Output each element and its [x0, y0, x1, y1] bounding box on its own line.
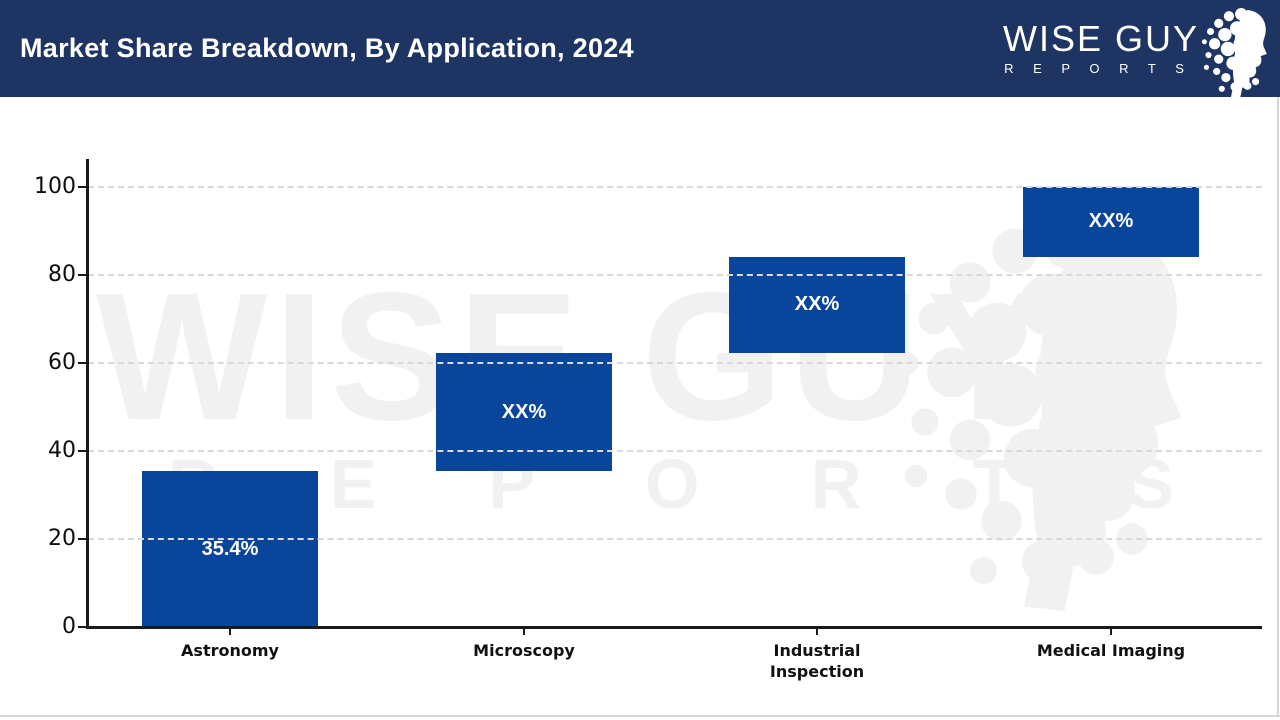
waterfall-bar: XX%: [1023, 187, 1199, 257]
x-tick-mark: [229, 628, 231, 635]
bar-value-label: 35.4%: [201, 537, 259, 560]
x-category-label: Microscopy: [473, 641, 575, 660]
logo-wordmark: WISE GUY: [1003, 18, 1200, 59]
gridline: [88, 450, 1262, 452]
gridline: [88, 362, 1262, 364]
bar-value-label: XX%: [794, 293, 840, 316]
y-tick-mark: [78, 538, 86, 540]
y-tick-label: 0: [62, 614, 76, 639]
bottom-frame-line: [0, 715, 1280, 717]
y-tick-label: 100: [34, 174, 76, 199]
x-tick-mark: [816, 628, 818, 635]
logo-text: WISE GUY R E P O R T S: [1003, 18, 1200, 76]
plot-region: 35.4% XX% XX% XX% 0 20 40 60 80 100 Astronomy Micro…: [0, 97, 1280, 720]
wise-guy-logo: WISE GUY R E P O R T S: [1003, 6, 1268, 98]
chart-area: WISE GUY R E P O R T S 35.4% XX% XX% XX% 0 20…: [0, 97, 1280, 720]
bar-value-label: XX%: [501, 400, 547, 423]
x-tick-mark: [523, 628, 525, 635]
y-axis-line: [86, 159, 89, 629]
logo-face-icon: [1201, 8, 1267, 98]
logo-subtitle: R E P O R T S: [1004, 60, 1192, 76]
y-tick-mark: [78, 274, 86, 276]
bar-value-label: XX%: [1088, 210, 1134, 233]
gridline: [88, 186, 1262, 188]
x-category-label: Medical Imaging: [1036, 641, 1186, 660]
y-tick-mark: [78, 626, 86, 628]
y-tick-label: 80: [48, 262, 76, 287]
y-tick-mark: [78, 186, 86, 188]
y-tick-label: 60: [48, 350, 76, 375]
gridline: [88, 538, 1262, 540]
page-title: Market Share Breakdown, By Application, …: [20, 33, 634, 63]
y-tick-label: 40: [48, 438, 76, 463]
header-bar: Market Share Breakdown, By Application, …: [0, 0, 1280, 98]
y-tick-mark: [78, 450, 86, 452]
x-category-label: Industrial Inspection: [769, 641, 865, 681]
x-axis-line: [86, 626, 1262, 629]
gridline: [88, 274, 1262, 276]
x-category-label: Astronomy: [181, 641, 279, 660]
y-tick-mark: [78, 362, 86, 364]
y-tick-label: 20: [48, 526, 76, 551]
right-frame-line: [1277, 97, 1279, 717]
waterfall-bar: 35.4%: [142, 471, 318, 627]
waterfall-bar: XX%: [436, 352, 612, 472]
x-tick-mark: [1110, 628, 1112, 635]
waterfall-bar: XX%: [729, 256, 905, 353]
